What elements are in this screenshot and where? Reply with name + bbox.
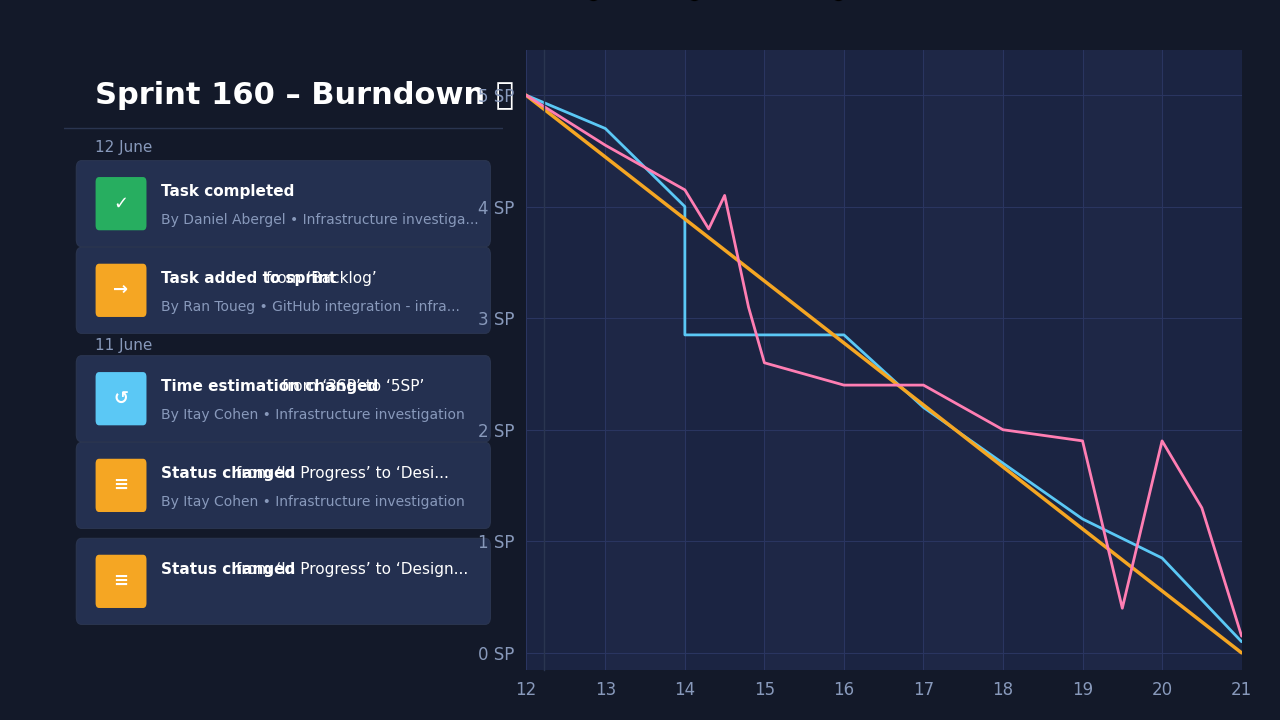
Text: from ‘Backlog’: from ‘Backlog’ bbox=[261, 271, 378, 286]
Text: 11 June: 11 June bbox=[95, 338, 152, 354]
Text: ≡: ≡ bbox=[114, 477, 128, 495]
Text: By Daniel Abergel • Infrastructure investiga...: By Daniel Abergel • Infrastructure inves… bbox=[160, 213, 479, 227]
FancyBboxPatch shape bbox=[77, 442, 490, 528]
Text: Sprint 160 – Burndown 🔥: Sprint 160 – Burndown 🔥 bbox=[95, 81, 513, 110]
Text: 12 June: 12 June bbox=[95, 140, 152, 156]
Legend: Ideal, Estimated, Actual: Ideal, Estimated, Actual bbox=[570, 0, 919, 9]
Bar bbox=[685, 50, 764, 670]
FancyBboxPatch shape bbox=[77, 539, 490, 624]
Text: Time estimation changed: Time estimation changed bbox=[160, 379, 378, 394]
FancyBboxPatch shape bbox=[77, 161, 490, 247]
Text: Status changed: Status changed bbox=[160, 466, 294, 481]
Bar bbox=[764, 50, 844, 670]
Text: →: → bbox=[114, 282, 128, 300]
Text: Task completed: Task completed bbox=[160, 184, 294, 199]
FancyBboxPatch shape bbox=[96, 177, 146, 230]
Text: ≡: ≡ bbox=[114, 572, 128, 590]
FancyBboxPatch shape bbox=[96, 554, 146, 608]
Text: By Itay Cohen • Infrastructure investigation: By Itay Cohen • Infrastructure investiga… bbox=[160, 495, 465, 509]
Text: Task added to sprint: Task added to sprint bbox=[160, 271, 335, 286]
Text: from ‘3SP’ to ‘5SP’: from ‘3SP’ to ‘5SP’ bbox=[276, 379, 424, 394]
Bar bbox=[1162, 50, 1242, 670]
Text: ✓: ✓ bbox=[114, 194, 128, 212]
Bar bbox=[1004, 50, 1083, 670]
Bar bbox=[1083, 50, 1162, 670]
Text: ↺: ↺ bbox=[114, 390, 128, 408]
FancyBboxPatch shape bbox=[96, 372, 146, 426]
Bar bbox=[844, 50, 923, 670]
FancyBboxPatch shape bbox=[96, 264, 146, 317]
FancyBboxPatch shape bbox=[96, 459, 146, 512]
Text: By Ran Toueg • GitHub integration - infra...: By Ran Toueg • GitHub integration - infr… bbox=[160, 300, 460, 314]
Text: Status changed: Status changed bbox=[160, 562, 294, 577]
FancyBboxPatch shape bbox=[77, 356, 490, 442]
Bar bbox=[605, 50, 685, 670]
Text: from ‘In Progress’ to ‘Desi...: from ‘In Progress’ to ‘Desi... bbox=[232, 466, 449, 481]
FancyBboxPatch shape bbox=[77, 247, 490, 333]
Text: from ‘In Progress’ to ‘Design...: from ‘In Progress’ to ‘Design... bbox=[232, 562, 468, 577]
Text: By Itay Cohen • Infrastructure investigation: By Itay Cohen • Infrastructure investiga… bbox=[160, 408, 465, 422]
Bar bbox=[526, 50, 605, 670]
Bar bbox=[923, 50, 1004, 670]
